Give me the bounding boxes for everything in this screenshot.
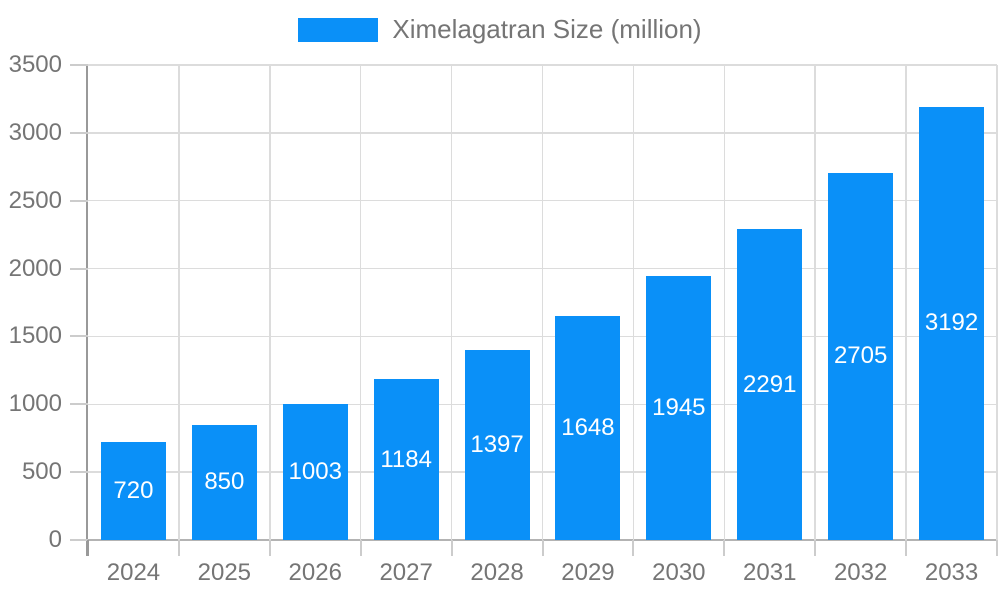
- x-axis-tick: [541, 540, 544, 556]
- bar[interactable]: 720: [100, 442, 166, 540]
- y-axis-tick-label: 2000: [8, 254, 62, 282]
- x-axis-tick-label: 2031: [743, 559, 797, 586]
- bar[interactable]: 3192: [919, 106, 985, 540]
- y-axis-tick-label: 3500: [8, 51, 62, 78]
- x-axis-tick: [632, 540, 635, 556]
- x-axis-tick: [268, 540, 271, 556]
- bar[interactable]: 1648: [555, 316, 621, 540]
- x-axis-tick: [996, 540, 998, 556]
- gridline-vertical: [632, 65, 635, 540]
- x-axis-tick: [359, 540, 362, 556]
- y-axis-line: [86, 64, 88, 556]
- y-axis-tick: [70, 267, 88, 270]
- x-axis-tick: [905, 540, 908, 556]
- gridline-vertical: [450, 65, 453, 540]
- y-axis-tick: [70, 199, 88, 202]
- plot-area: 720 850 1003 1184 1397 1648 1945 2291 2705 3192: [88, 64, 998, 540]
- bar[interactable]: 2291: [737, 229, 803, 540]
- x-axis-tick: [87, 540, 89, 556]
- gridline-vertical: [723, 65, 726, 540]
- bar-value-label: 1184: [380, 445, 432, 473]
- x-axis-tick: [723, 540, 726, 556]
- x-axis-tick-label: 2029: [561, 559, 615, 586]
- gridline-vertical: [359, 65, 362, 540]
- y-axis-tick-label: 0: [48, 526, 62, 553]
- y-axis-tick-label: 3000: [8, 118, 62, 146]
- y-axis-tick: [70, 131, 88, 134]
- legend[interactable]: Ximelagatran Size (million): [0, 14, 1000, 45]
- y-axis-tick: [70, 64, 88, 66]
- x-axis-tick: [814, 540, 817, 556]
- y-axis-tick-label: 1500: [8, 322, 62, 350]
- bar-value-label: 1648: [561, 414, 615, 442]
- bar[interactable]: 850: [191, 424, 257, 540]
- bar[interactable]: 2705: [828, 172, 894, 540]
- y-axis-tick: [70, 335, 88, 338]
- bar-value-label: 720: [113, 477, 154, 505]
- y-axis-tick: [70, 539, 88, 541]
- y-axis-tick-label: 2500: [8, 186, 62, 214]
- bar-value-label: 3192: [924, 309, 979, 337]
- y-axis-tick: [70, 403, 88, 406]
- bar-value-label: 1945: [652, 394, 706, 422]
- gridline-vertical: [269, 65, 271, 540]
- bar[interactable]: 1184: [373, 379, 439, 540]
- x-axis-tick: [177, 540, 180, 556]
- legend-swatch-icon: [298, 17, 379, 42]
- gridline-vertical: [814, 65, 816, 540]
- x-axis-tick-label: 2030: [652, 559, 706, 586]
- gridline-vertical: [178, 65, 180, 540]
- x-axis-tick-label: 2033: [924, 559, 979, 586]
- y-axis-tick-label: 500: [21, 458, 62, 486]
- gridline-vertical: [996, 65, 998, 540]
- x-axis-tick-label: 2028: [470, 559, 524, 586]
- bar-value-label: 850: [204, 468, 245, 496]
- y-axis-tick-label: 1000: [8, 390, 62, 418]
- x-axis-tick-label: 2024: [106, 559, 161, 586]
- gridline-vertical: [905, 65, 907, 540]
- x-axis-tick: [450, 540, 453, 556]
- bar-value-label: 2291: [743, 370, 797, 398]
- gridline-vertical: [541, 65, 544, 540]
- bar[interactable]: 1945: [646, 276, 712, 540]
- bar[interactable]: 1397: [464, 350, 530, 540]
- bar[interactable]: 1003: [282, 403, 348, 540]
- x-axis-tick-label: 2025: [197, 559, 252, 586]
- x-axis-tick-label: 2027: [379, 559, 433, 586]
- x-axis-tick-label: 2032: [833, 559, 888, 586]
- legend-label: Ximelagatran Size (million): [392, 14, 702, 44]
- bar-value-label: 2705: [833, 342, 888, 370]
- bar-value-label: 1397: [470, 431, 524, 459]
- y-axis-tick: [70, 471, 88, 474]
- x-axis-tick-label: 2026: [288, 559, 342, 586]
- bar-value-label: 1003: [288, 457, 342, 485]
